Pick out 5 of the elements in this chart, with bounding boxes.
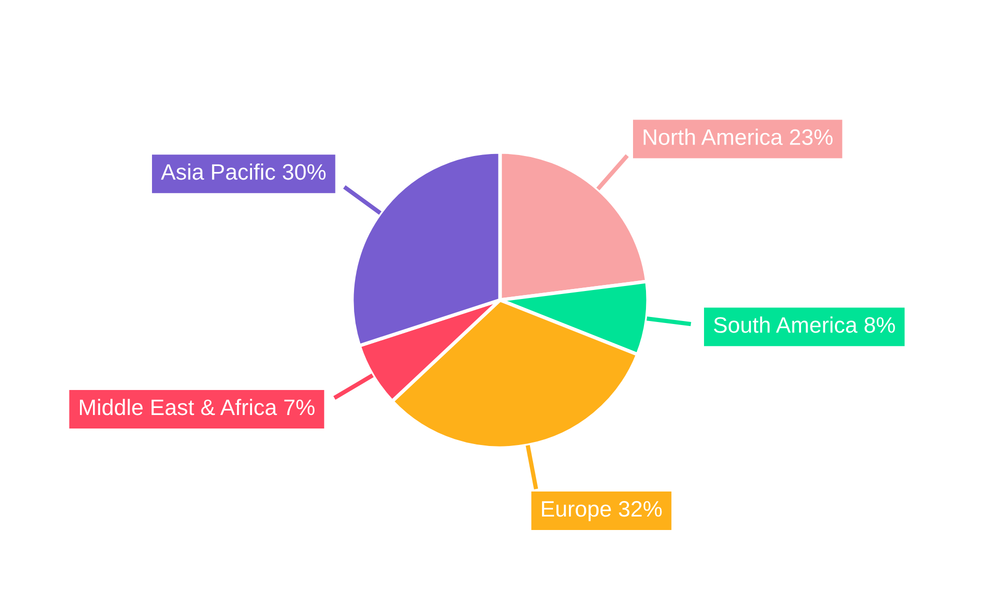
slice-label: Middle East & Africa 7%: [80, 398, 314, 416]
slice-label: North America 23%: [644, 128, 833, 145]
slice-label: Europe 32%: [542, 501, 662, 522]
slice-label: Asia Pacific 30%: [160, 164, 326, 180]
slice-label: South America 8%: [714, 316, 895, 333]
